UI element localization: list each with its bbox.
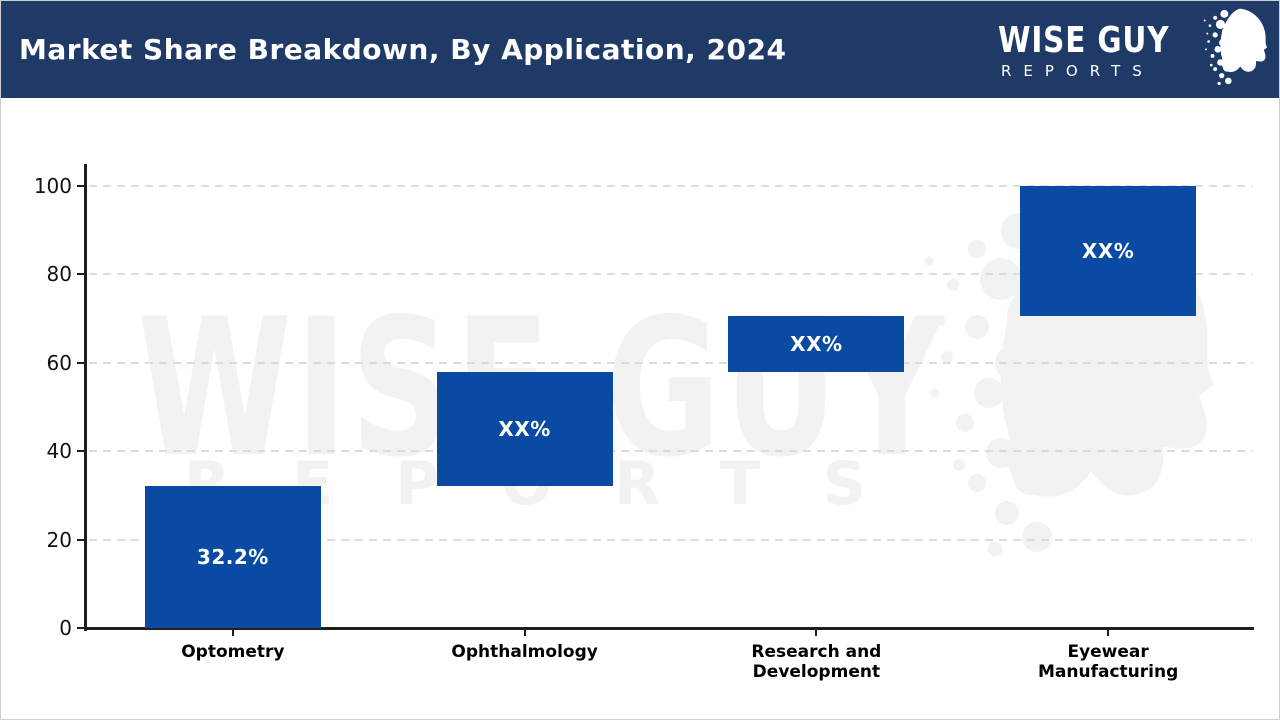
waterfall-bar: XX% — [728, 315, 905, 373]
waterfall-bar: XX% — [436, 372, 613, 486]
bar-value-label: XX% — [790, 332, 843, 356]
x-category-label: Eyewear Manufacturing — [1038, 642, 1179, 682]
x-category-label: Optometry — [181, 642, 285, 662]
x-category-label: Research and Development — [751, 642, 882, 682]
x-tick-mark — [815, 628, 818, 636]
y-tick-mark — [77, 361, 85, 364]
page-title: Market Share Breakdown, By Application, … — [19, 33, 787, 66]
bar-value-label: XX% — [498, 416, 551, 441]
y-tick-label: 0 — [59, 616, 72, 640]
bar-value-label: XX% — [1081, 238, 1135, 263]
y-axis-line — [84, 164, 87, 631]
brand-logo-text: WISE GUY REPORTS — [997, 19, 1207, 80]
y-tick-mark — [77, 538, 85, 541]
y-tick-label: 100 — [33, 174, 72, 198]
gridline — [89, 450, 1252, 453]
brand-subtitle: REPORTS — [1000, 61, 1154, 80]
y-tick-label: 20 — [46, 527, 72, 552]
x-axis-line — [84, 627, 1254, 630]
brand-face-icon — [1181, 7, 1273, 93]
waterfall-bar: XX% — [1020, 186, 1197, 316]
y-tick-label: 40 — [46, 439, 72, 464]
y-tick-label: 80 — [46, 262, 72, 287]
gridline — [89, 273, 1252, 276]
y-tick-mark — [77, 273, 85, 276]
gridline — [89, 361, 1252, 364]
header: Market Share Breakdown, By Application, … — [1, 1, 1279, 98]
y-tick-mark — [77, 627, 85, 629]
brand-name: WISE GUY — [997, 19, 1170, 61]
bar-value-label: 32.2% — [196, 544, 269, 569]
gridline — [89, 538, 1252, 541]
waterfall-bar: 32.2% — [144, 485, 321, 628]
y-tick-label: 60 — [46, 350, 72, 375]
x-tick-mark — [231, 628, 234, 636]
y-tick-mark — [77, 185, 85, 187]
x-tick-mark — [1107, 628, 1110, 636]
gridline — [89, 185, 1252, 187]
x-tick-mark — [523, 628, 526, 636]
brand-logo: WISE GUY REPORTS — [998, 5, 1273, 95]
y-tick-mark — [77, 450, 85, 453]
x-category-label: Ophthalmology — [451, 642, 598, 662]
